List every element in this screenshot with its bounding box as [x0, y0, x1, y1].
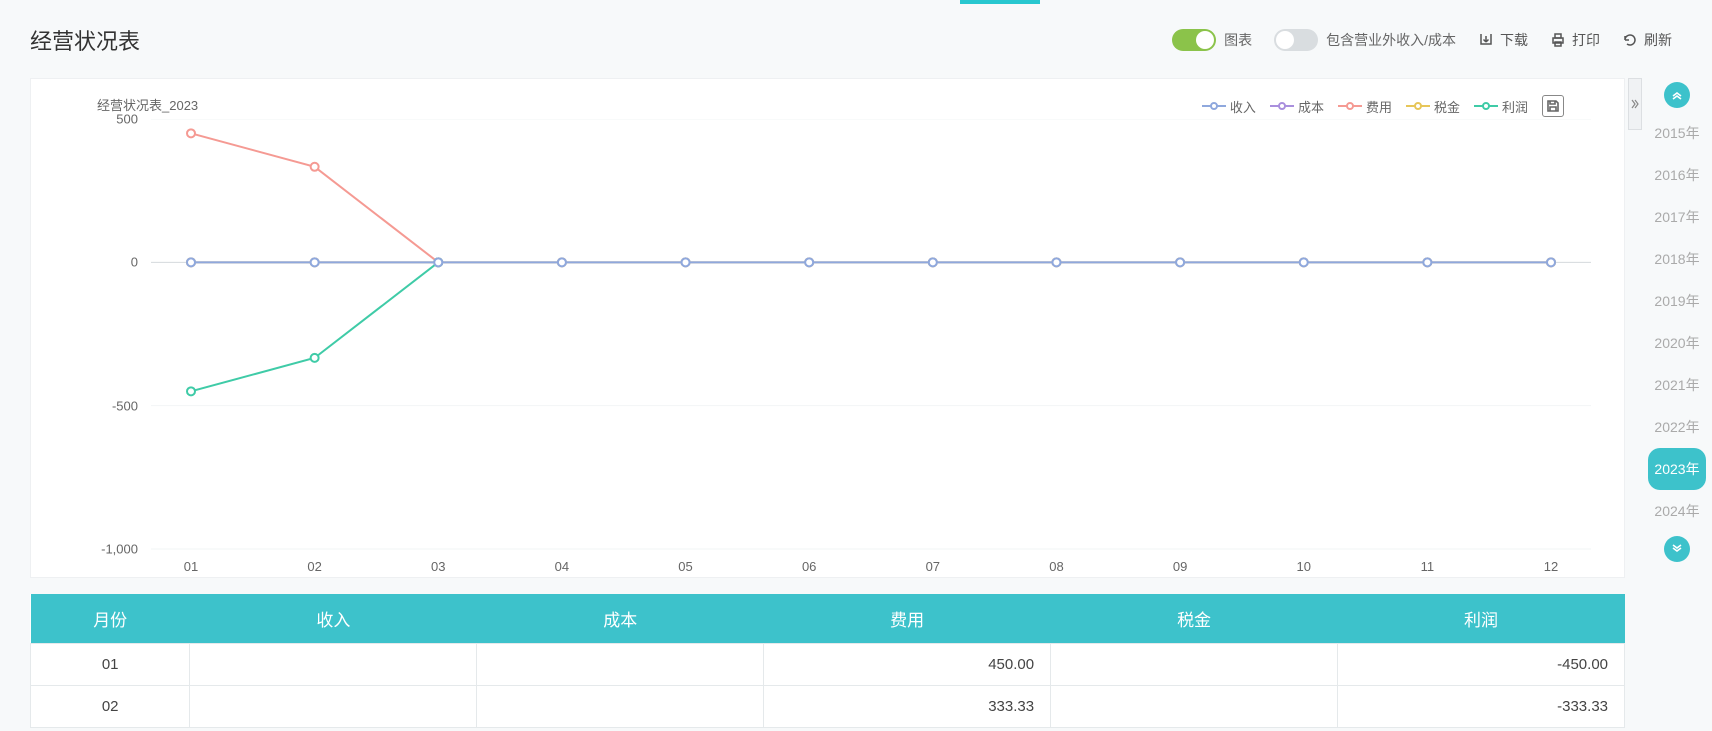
legend-label: 税金	[1434, 97, 1460, 116]
table-cell	[190, 686, 477, 728]
legend-label: 费用	[1366, 97, 1392, 116]
legend-item-profit[interactable]: 利润	[1474, 97, 1528, 116]
x-tick-label: 04	[555, 559, 569, 574]
toggle-chart[interactable]	[1172, 29, 1216, 51]
legend-item-income[interactable]: 收入	[1202, 97, 1256, 116]
table-header-cell: 税金	[1051, 594, 1338, 644]
page-title: 经营状况表	[30, 24, 140, 56]
data-table-wrap: 月份收入成本费用税金利润 01 450.00 -450.00 02 333.33 -333.…	[30, 594, 1625, 728]
legend-item-tax[interactable]: 税金	[1406, 97, 1460, 116]
top-accent-bar	[960, 0, 1040, 4]
year-item[interactable]: 2023年	[1648, 448, 1706, 490]
table-header-cell: 收入	[190, 594, 477, 644]
toggle-extra[interactable]	[1274, 29, 1318, 51]
x-tick-label: 05	[678, 559, 692, 574]
save-icon	[1546, 99, 1560, 113]
year-item[interactable]: 2024年	[1648, 490, 1706, 532]
table-cell: 01	[31, 644, 190, 686]
download-button[interactable]: 下载	[1478, 30, 1528, 50]
page-header: 经营状况表 图表 包含营业外收入/成本 下载 打印 刷新	[30, 20, 1672, 60]
legend-label: 成本	[1298, 97, 1324, 116]
table-cell: -450.00	[1338, 644, 1625, 686]
year-scroll-down[interactable]	[1664, 536, 1690, 562]
refresh-button[interactable]: 刷新	[1622, 30, 1672, 50]
legend-marker-icon	[1406, 101, 1430, 111]
toggle-extra-label: 包含营业外收入/成本	[1326, 30, 1456, 50]
legend-label: 收入	[1230, 97, 1256, 116]
year-item[interactable]: 2022年	[1648, 406, 1706, 448]
x-tick-label: 09	[1173, 559, 1187, 574]
year-strip: 2015年2016年2017年2018年2019年2020年2021年2022年…	[1648, 78, 1706, 566]
chart-panel: 经营状况表_2023 收入成本费用税金利润 5000-500-1,000 010…	[30, 78, 1625, 578]
table-cell: 450.00	[764, 644, 1051, 686]
print-icon	[1550, 32, 1566, 48]
table-cell	[477, 686, 764, 728]
x-tick-label: 10	[1296, 559, 1310, 574]
x-tick-label: 03	[431, 559, 445, 574]
table-row: 02 333.33 -333.33	[31, 686, 1625, 728]
year-item[interactable]: 2021年	[1648, 364, 1706, 406]
legend-label: 利润	[1502, 97, 1528, 116]
legend-marker-icon	[1270, 101, 1294, 111]
toggle-chart-label: 图表	[1224, 30, 1252, 50]
chevron-right-double-icon	[1630, 99, 1640, 109]
toggle-chart-group: 图表	[1172, 29, 1252, 51]
year-item[interactable]: 2020年	[1648, 322, 1706, 364]
table-header-cell: 月份	[31, 594, 190, 644]
legend-item-expense[interactable]: 费用	[1338, 97, 1392, 116]
table-cell	[1051, 644, 1338, 686]
x-tick-label: 12	[1544, 559, 1558, 574]
chart-legend: 收入 成本 费用 税金 利润	[1202, 95, 1564, 117]
refresh-label: 刷新	[1644, 30, 1672, 50]
table-row: 01 450.00 -450.00	[31, 644, 1625, 686]
y-tick-label: 500	[31, 112, 146, 127]
table-header-cell: 成本	[477, 594, 764, 644]
y-tick-label: 0	[31, 255, 146, 270]
data-table: 月份收入成本费用税金利润 01 450.00 -450.00 02 333.33 -333.…	[30, 594, 1625, 728]
y-tick-label: -500	[31, 398, 146, 413]
year-item[interactable]: 2017年	[1648, 196, 1706, 238]
print-label: 打印	[1572, 30, 1600, 50]
y-tick-label: -1,000	[31, 542, 146, 557]
year-item[interactable]: 2019年	[1648, 280, 1706, 322]
chart-plot	[151, 119, 1591, 559]
download-icon	[1478, 32, 1494, 48]
table-cell: 333.33	[764, 686, 1051, 728]
legend-marker-icon	[1474, 101, 1498, 111]
year-item[interactable]: 2018年	[1648, 238, 1706, 280]
table-cell: -333.33	[1338, 686, 1625, 728]
legend-item-cost[interactable]: 成本	[1270, 97, 1324, 116]
year-item[interactable]: 2016年	[1648, 154, 1706, 196]
table-cell	[477, 644, 764, 686]
x-tick-label: 08	[1049, 559, 1063, 574]
chart-save-button[interactable]	[1542, 95, 1564, 117]
year-item[interactable]: 2015年	[1648, 112, 1706, 154]
chart-y-axis: 5000-500-1,000	[31, 119, 146, 559]
table-header-cell: 利润	[1338, 594, 1625, 644]
collapse-handle[interactable]	[1628, 78, 1642, 130]
chart-x-axis: 01 02 03 04 05 06 07 08 09 10 11 12	[151, 559, 1591, 579]
refresh-icon	[1622, 32, 1638, 48]
x-tick-label: 02	[307, 559, 321, 574]
toggle-extra-group: 包含营业外收入/成本	[1274, 29, 1456, 51]
x-tick-label: 01	[184, 559, 198, 574]
x-tick-label: 11	[1421, 559, 1435, 574]
download-label: 下载	[1500, 30, 1528, 50]
chevron-down-double-icon	[1670, 542, 1684, 556]
table-cell	[1051, 686, 1338, 728]
table-header-cell: 费用	[764, 594, 1051, 644]
legend-marker-icon	[1202, 101, 1226, 111]
table-cell: 02	[31, 686, 190, 728]
legend-marker-icon	[1338, 101, 1362, 111]
chevron-up-double-icon	[1670, 88, 1684, 102]
print-button[interactable]: 打印	[1550, 30, 1600, 50]
x-tick-label: 07	[926, 559, 940, 574]
year-scroll-up[interactable]	[1664, 82, 1690, 108]
x-tick-label: 06	[802, 559, 816, 574]
table-cell	[190, 644, 477, 686]
